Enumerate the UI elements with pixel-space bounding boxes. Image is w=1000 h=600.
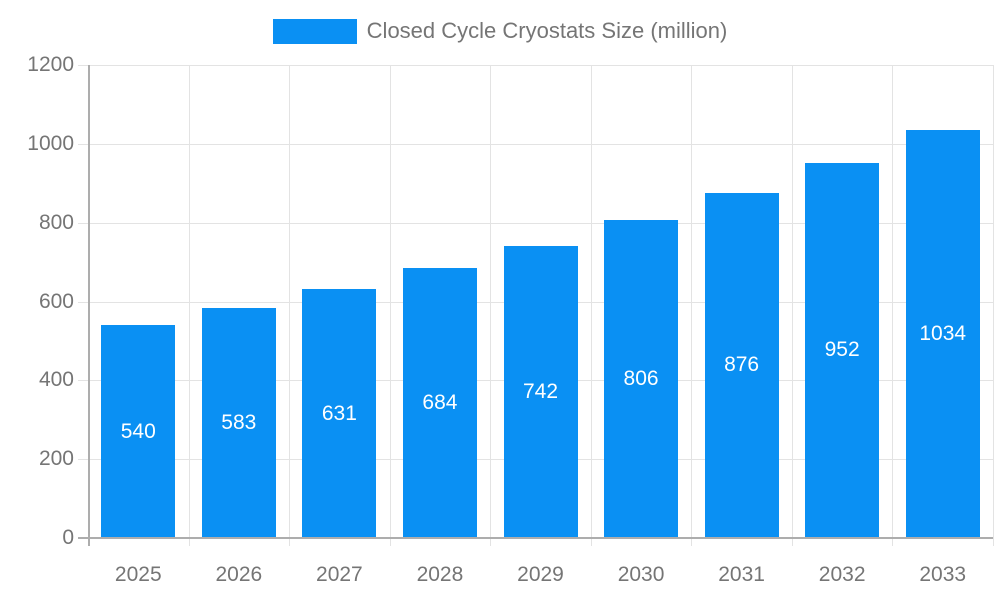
- gridline-vertical: [590, 65, 592, 546]
- bar-value-label: 583: [221, 411, 257, 435]
- y-tick-label: 1200: [27, 53, 74, 76]
- x-tick-label: 2025: [114, 563, 162, 586]
- legend-label: Closed Cycle Cryostats Size (million): [366, 18, 728, 43]
- x-tick-label: 2031: [718, 563, 765, 586]
- bar-value-label: 876: [724, 353, 760, 377]
- gridline-vertical: [289, 65, 291, 546]
- bar-value-label: 952: [824, 338, 860, 362]
- bar-2032[interactable]: [805, 162, 880, 538]
- bar-value-label: 631: [321, 401, 357, 425]
- gridline-vertical: [188, 65, 190, 546]
- bar-value-label: 806: [623, 367, 659, 391]
- bar-2029[interactable]: [503, 245, 578, 538]
- x-tick-label: 2032: [818, 563, 866, 586]
- bar-2033[interactable]: [905, 130, 980, 538]
- bar-2031[interactable]: [704, 192, 779, 538]
- bar-2025[interactable]: [101, 325, 176, 538]
- gridline-vertical: [993, 65, 994, 546]
- gridline-horizontal: [78, 222, 993, 224]
- x-tick-label: 2028: [416, 563, 464, 586]
- bar-value-label: 742: [522, 379, 559, 403]
- gridline-vertical: [490, 65, 492, 546]
- bar-2030[interactable]: [604, 220, 679, 538]
- gridline-vertical: [691, 65, 693, 546]
- y-tick-label: 400: [38, 368, 74, 392]
- y-axis-line: [88, 65, 90, 546]
- bar-value-label: 1034: [919, 322, 967, 346]
- gridline-vertical: [389, 65, 391, 546]
- bar-2028[interactable]: [402, 268, 477, 538]
- x-tick-label: 2030: [617, 563, 665, 586]
- bar-value-label: 540: [120, 419, 156, 443]
- x-tick-label: 2026: [215, 563, 263, 586]
- legend[interactable]: Closed Cycle Cryostats Size (million): [0, 18, 1000, 44]
- x-axis-line: [78, 537, 993, 539]
- x-tick-label: 2027: [316, 563, 363, 586]
- x-tick-label: 2029: [517, 563, 564, 586]
- bar-value-label: 684: [422, 391, 458, 415]
- gridline-horizontal: [78, 65, 993, 66]
- x-tick-label: 2033: [919, 563, 967, 586]
- legend-swatch-icon: [272, 18, 357, 44]
- y-tick-label: 200: [38, 447, 74, 471]
- bar-2027[interactable]: [302, 289, 377, 538]
- gridline-horizontal: [78, 143, 993, 145]
- y-tick-label: 800: [38, 210, 74, 234]
- gridline-vertical: [791, 65, 793, 546]
- y-tick-label: 600: [38, 289, 74, 313]
- gridline-vertical: [892, 65, 894, 546]
- y-tick-label: 1000: [27, 131, 74, 155]
- bar-2026[interactable]: [201, 308, 276, 538]
- y-tick-label: 0: [62, 526, 74, 549]
